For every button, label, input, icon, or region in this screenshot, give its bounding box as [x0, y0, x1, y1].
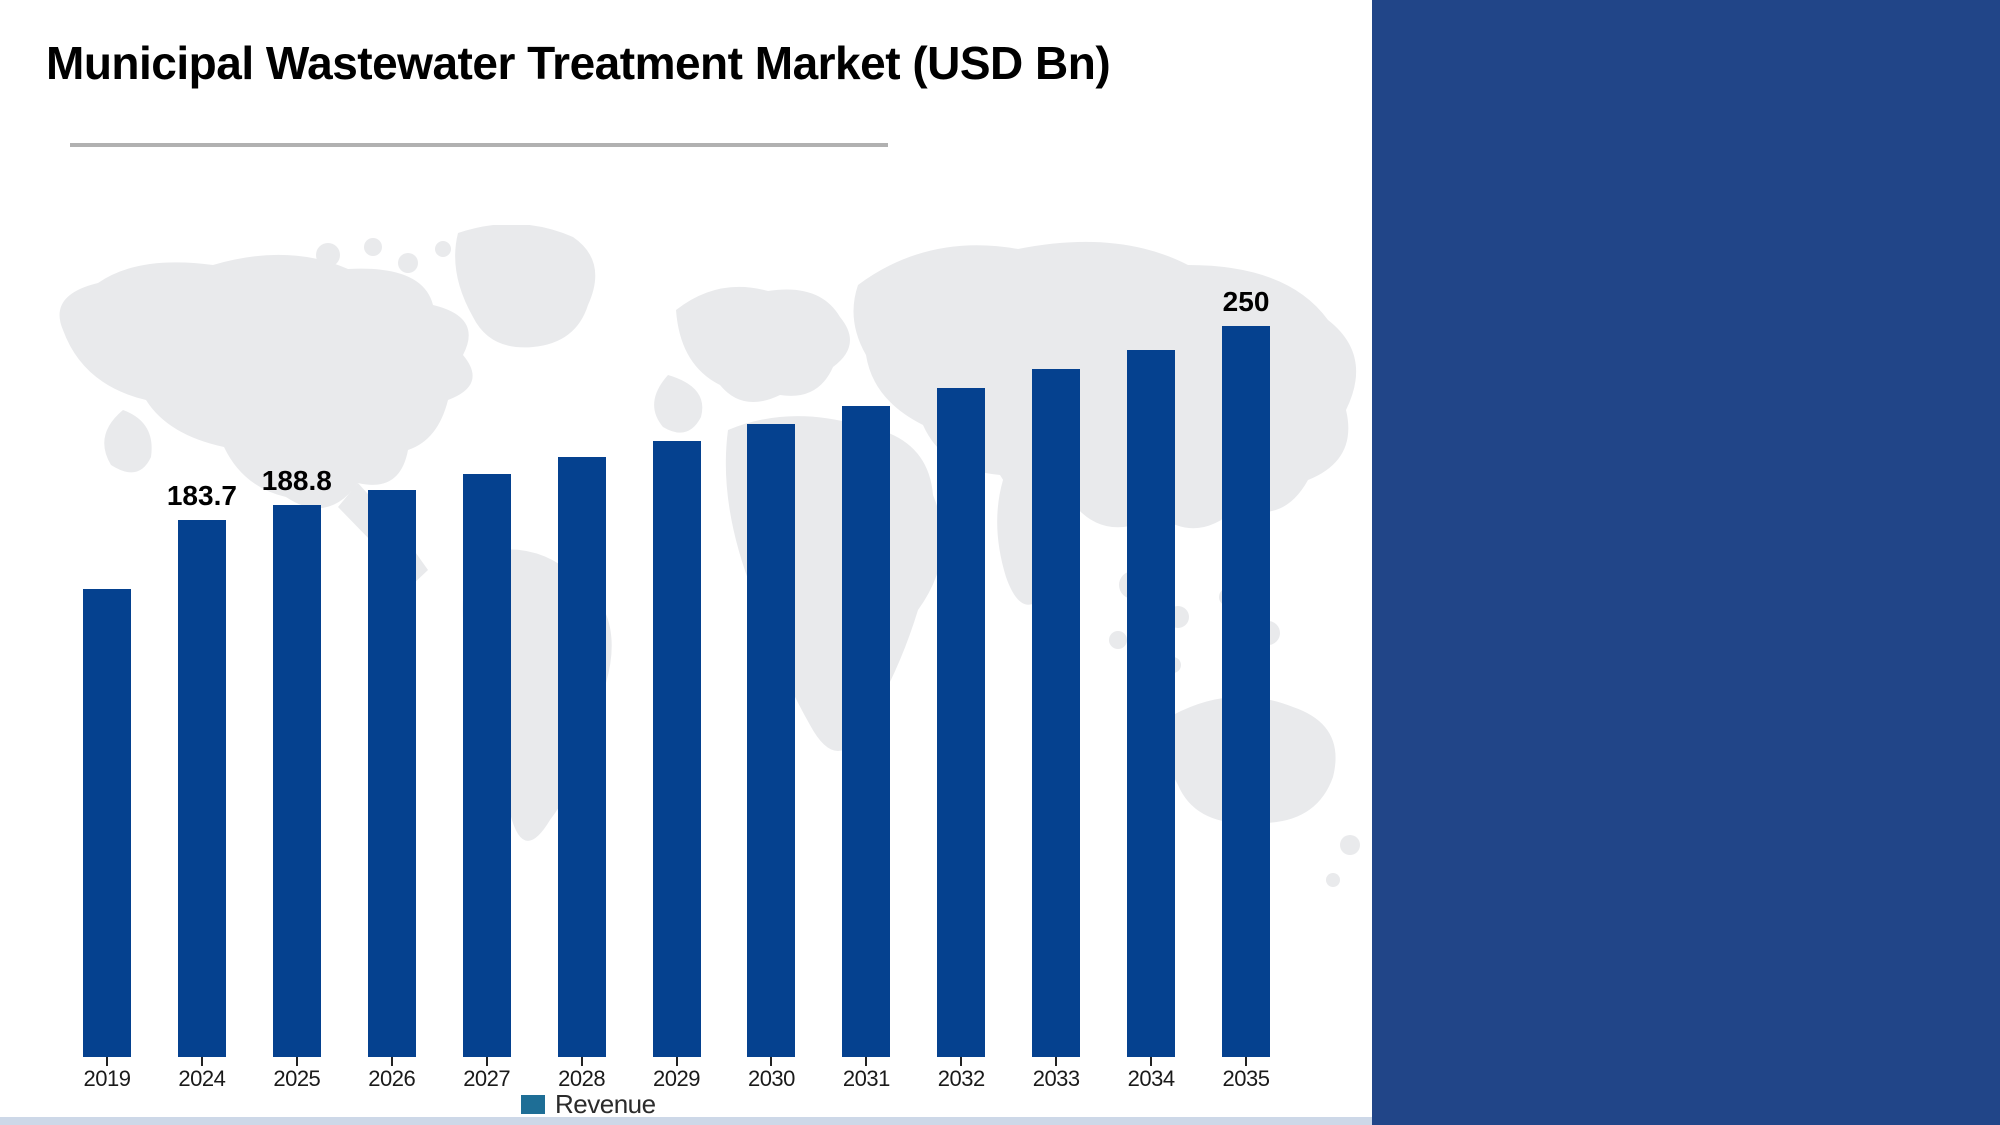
x-axis-tick-2029	[675, 1057, 678, 1066]
chart-title: Municipal Wastewater Treatment Market (U…	[46, 37, 1111, 89]
x-axis-tick-2035	[1245, 1057, 1248, 1066]
bar-2032	[937, 388, 986, 1057]
x-axis-tick-2032	[960, 1057, 963, 1066]
bar-2033	[1032, 369, 1081, 1057]
x-axis-tick-2024	[200, 1057, 203, 1066]
x-axis-label-2019: 2019	[83, 1066, 131, 1091]
bar-2035	[1222, 326, 1271, 1057]
bottom-strip	[0, 1117, 1372, 1125]
chart-region: Municipal Wastewater Treatment Market (U…	[0, 37, 1372, 1125]
x-axis-tick-2034	[1150, 1057, 1153, 1066]
x-axis-tick-2030	[770, 1057, 773, 1066]
x-axis-label-2029: 2029	[653, 1066, 700, 1091]
bar-2030	[747, 424, 796, 1057]
x-axis-tick-2019	[106, 1057, 108, 1066]
x-axis-label-2025: 2025	[273, 1066, 321, 1091]
bar-2028	[557, 457, 606, 1057]
x-axis-label-2030: 2030	[747, 1066, 795, 1091]
bar-2019	[83, 589, 131, 1057]
x-axis-label-2027: 2027	[463, 1066, 511, 1091]
bar-2031	[842, 406, 891, 1057]
bar-chart: 2019 183.7 2024 188.8 2025 2026 2027 2028 2029 20…	[83, 286, 1271, 1091]
x-axis-label-2034: 2034	[1127, 1066, 1175, 1091]
x-axis-label-2035: 2035	[1222, 1066, 1270, 1091]
x-axis-label-2033: 2033	[1032, 1066, 1080, 1091]
brand-panel: WISE GUY REPORTS 2.8 % CAGR (2025-2035) …	[1372, 0, 2000, 1125]
chart-legend: Revenue	[521, 1089, 656, 1119]
x-axis-label-2031: 2031	[842, 1066, 890, 1091]
bar-2026	[367, 490, 416, 1057]
bar-2025	[272, 505, 321, 1057]
bar-value-label-2035: 250	[1222, 286, 1270, 317]
x-axis-tick-2031	[865, 1057, 868, 1066]
bar-2034	[1127, 350, 1176, 1057]
x-axis-label-2028: 2028	[558, 1066, 606, 1091]
bar-value-label-2024: 183.7	[166, 480, 237, 511]
x-axis-tick-2033	[1055, 1057, 1058, 1066]
x-axis-tick-2025	[295, 1057, 298, 1066]
bar-2024	[177, 520, 226, 1057]
title-underline	[70, 143, 888, 147]
x-axis-label-2026: 2026	[368, 1066, 416, 1091]
x-axis-label-2032: 2032	[937, 1066, 985, 1091]
x-axis-tick-2026	[390, 1057, 393, 1066]
bar-value-label-2025: 188.8	[261, 465, 332, 496]
bar-2027	[462, 474, 511, 1057]
x-axis-tick-2028	[580, 1057, 583, 1066]
legend-swatch-revenue	[521, 1094, 545, 1114]
x-axis-tick-2027	[485, 1057, 488, 1066]
x-axis-label-2024: 2024	[178, 1066, 226, 1091]
legend-label: Revenue	[555, 1088, 656, 1119]
bar-2029	[652, 441, 701, 1057]
